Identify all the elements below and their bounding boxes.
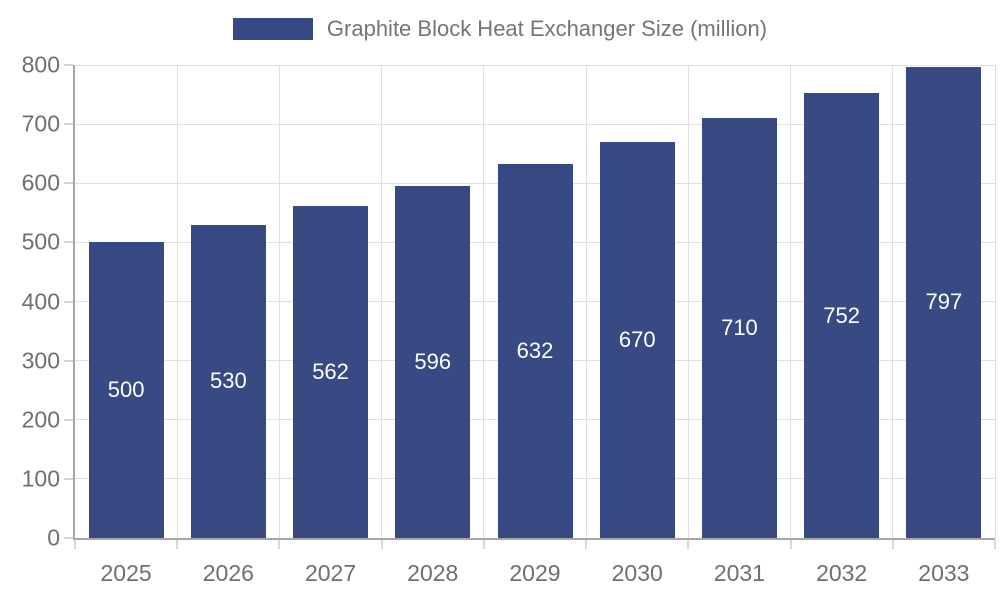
y-axis-label: 400 bbox=[21, 288, 60, 314]
y-axis-tick bbox=[64, 300, 73, 303]
y-axis-tick bbox=[64, 418, 73, 421]
legend-label: Graphite Block Heat Exchanger Size (mill… bbox=[326, 16, 768, 41]
y-axis-label: 300 bbox=[21, 347, 60, 374]
bar-value-label: 562 bbox=[312, 358, 349, 384]
legend-swatch bbox=[232, 18, 313, 40]
bar: 797 bbox=[906, 66, 982, 538]
gridline-v bbox=[585, 65, 587, 538]
y-axis-tick bbox=[64, 123, 73, 126]
y-axis-label: 0 bbox=[47, 524, 60, 551]
gridline-v bbox=[176, 65, 178, 538]
x-axis-label: 2027 bbox=[304, 560, 357, 586]
gridline-v bbox=[994, 65, 996, 538]
gridline-h bbox=[75, 123, 995, 125]
y-axis-tick bbox=[64, 477, 73, 480]
y-axis-tick bbox=[64, 64, 73, 66]
y-axis-label: 200 bbox=[21, 406, 60, 433]
bar-value-label: 670 bbox=[618, 326, 656, 352]
x-axis-label: 2032 bbox=[816, 560, 868, 586]
x-axis-tick bbox=[891, 540, 894, 549]
x-axis-tick bbox=[687, 540, 690, 549]
x-axis-tick bbox=[789, 540, 792, 549]
bar-value-label: 530 bbox=[209, 368, 247, 394]
bar: 632 bbox=[497, 164, 573, 538]
bar-value-label: 632 bbox=[516, 338, 554, 364]
x-axis-label: 2025 bbox=[100, 560, 152, 586]
bar-value-label: 752 bbox=[823, 302, 861, 328]
gridline-v bbox=[892, 65, 894, 538]
gridline-v bbox=[790, 65, 792, 538]
x-axis-tick bbox=[278, 540, 281, 549]
y-axis-tick bbox=[64, 241, 73, 244]
x-axis-label: 2033 bbox=[918, 560, 970, 586]
gridline-v bbox=[381, 65, 383, 538]
bar: 670 bbox=[599, 141, 675, 538]
gridline-h bbox=[75, 64, 995, 66]
y-axis-label: 700 bbox=[21, 110, 60, 137]
x-axis-label: 2031 bbox=[713, 560, 766, 586]
x-axis-tick bbox=[176, 540, 179, 549]
bar-value-label: 500 bbox=[107, 377, 145, 403]
y-axis-tick bbox=[64, 359, 73, 362]
gridline-v bbox=[687, 65, 689, 538]
y-axis-tick bbox=[64, 182, 73, 185]
bar: 500 bbox=[88, 242, 164, 538]
bar: 596 bbox=[395, 185, 471, 538]
bar: 530 bbox=[190, 224, 266, 538]
bar-value-label: 710 bbox=[721, 315, 758, 341]
legend: Graphite Block Heat Exchanger Size (mill… bbox=[0, 16, 1000, 42]
x-axis-label: 2028 bbox=[407, 560, 459, 586]
bar-value-label: 797 bbox=[925, 289, 963, 315]
bar: 562 bbox=[293, 205, 369, 538]
x-axis-tick bbox=[994, 540, 996, 549]
y-axis-label: 500 bbox=[21, 228, 60, 255]
y-axis-label: 100 bbox=[21, 465, 60, 492]
x-axis-label: 2026 bbox=[202, 560, 254, 586]
y-axis-label: 800 bbox=[21, 51, 60, 78]
bar: 752 bbox=[804, 93, 880, 538]
y-axis-label: 600 bbox=[21, 169, 60, 196]
bar: 710 bbox=[701, 118, 777, 538]
x-axis-tick bbox=[482, 540, 485, 549]
x-axis-label: 2030 bbox=[611, 560, 663, 586]
x-axis-label: 2029 bbox=[509, 560, 561, 586]
x-axis-tick bbox=[74, 540, 76, 549]
gridline-v bbox=[483, 65, 485, 538]
y-axis-tick bbox=[64, 537, 73, 539]
bar-value-label: 596 bbox=[414, 348, 452, 374]
x-axis-tick bbox=[585, 540, 588, 549]
x-axis-tick bbox=[380, 540, 383, 549]
gridline-v bbox=[278, 65, 280, 538]
plot-area: 0 100 200 300 400 500 600 700 800 500 2025 530 2026 5… bbox=[22, 53, 996, 585]
